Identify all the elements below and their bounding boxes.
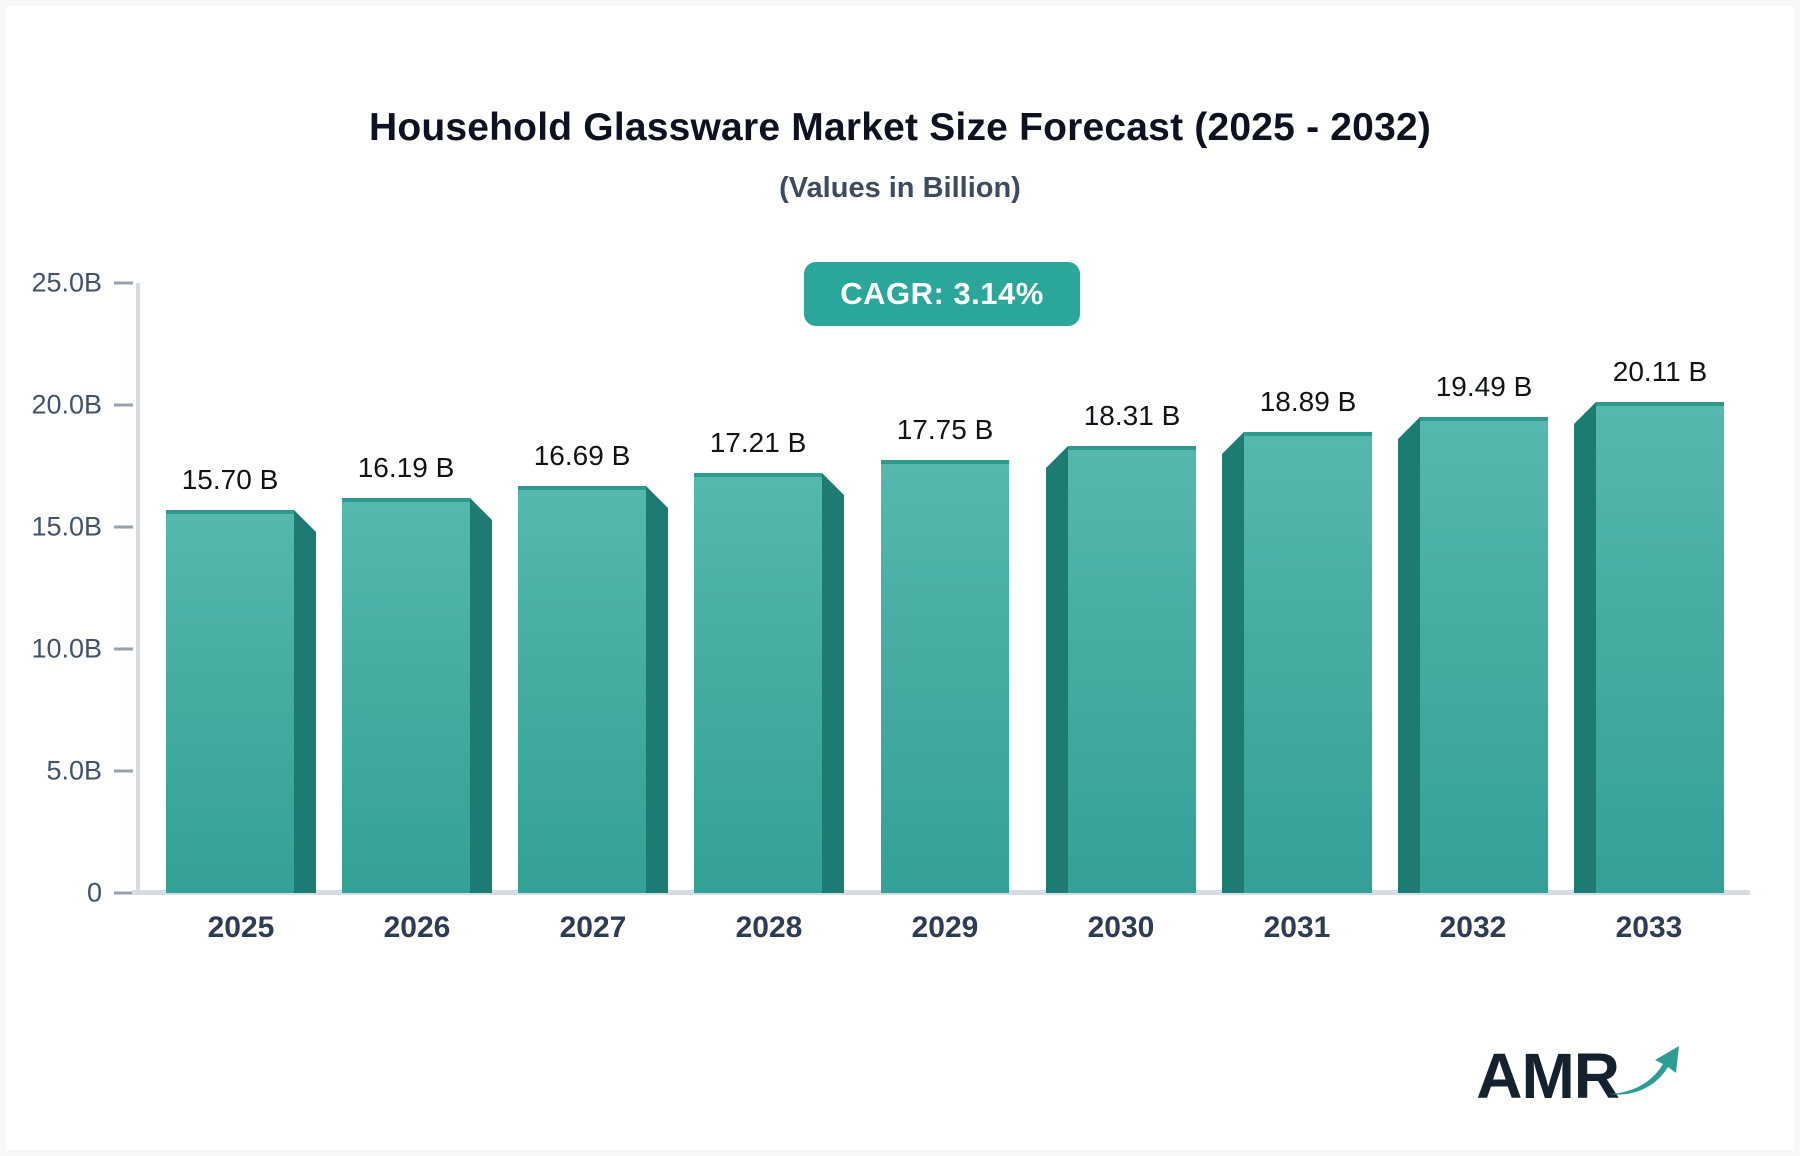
- bar-slot-2032: 19.49 B: [1398, 283, 1548, 893]
- bar-slot-2028: 17.21 B: [694, 283, 844, 893]
- bar-value-label: 17.21 B: [709, 427, 807, 458]
- chart-subtitle: (Values in Billion): [779, 172, 1021, 204]
- bar-side-face: [470, 498, 492, 893]
- bar-side-face: [646, 486, 668, 893]
- chart-canvas: Household Glassware Market Size Forecast…: [6, 6, 1794, 1150]
- bar-2026: [342, 498, 492, 893]
- trend-up-arrow-icon: [1609, 1046, 1679, 1095]
- bar-side-face: [1398, 417, 1420, 893]
- x-axis-label-2031: 2031: [1263, 911, 1331, 944]
- bar-value-label: 16.69 B: [533, 440, 631, 471]
- x-axis-label-2027: 2027: [559, 911, 627, 944]
- bar-slot-2027: 16.69 B: [518, 283, 668, 893]
- bar-value-label: 15.70 B: [181, 464, 279, 495]
- bar-side-face: [1222, 432, 1244, 893]
- y-tick-mark: [114, 769, 133, 773]
- x-axis-label-2026: 2026: [383, 911, 451, 944]
- bar-2031: [1222, 432, 1372, 893]
- bar-slot-2025: 15.70 B: [166, 283, 316, 893]
- bar-slot-2029: 17.75 B: [870, 283, 1020, 893]
- y-tick-mark: [114, 403, 133, 407]
- bar-value-label: 18.31 B: [1083, 400, 1181, 431]
- amr-logo: AMR: [1476, 1044, 1689, 1108]
- bar-front-face: [1420, 417, 1548, 893]
- x-axis-label-2030: 2030: [1087, 911, 1155, 944]
- bar-front-face: [1244, 432, 1372, 893]
- bar-front-face: [694, 473, 822, 893]
- bar-value-label: 16.19 B: [357, 452, 455, 483]
- bar-2029: [870, 460, 1020, 893]
- cagr-badge: CAGR: 3.14%: [804, 262, 1080, 326]
- y-axis-line: [136, 283, 140, 895]
- bar-slot-2026: 16.19 B: [342, 283, 492, 893]
- y-tick-label: 20.0B: [31, 389, 102, 420]
- cagr-badge-row: CAGR: 3.14%: [136, 262, 1748, 326]
- bar-side-face: [294, 510, 316, 893]
- bar-2030: [1046, 446, 1196, 893]
- bar-side-face: [822, 473, 844, 893]
- bar-slot-2033: 20.11 B: [1574, 283, 1724, 893]
- y-tick-label: 10.0B: [31, 633, 102, 664]
- bar-front-face: [1596, 402, 1724, 893]
- bar-side-face: [1046, 446, 1068, 893]
- x-axis-labels: 2025 2026 2027 2028 2029 2030 2031 2032 2033: [136, 911, 1748, 945]
- y-tick-label: 0: [86, 877, 102, 908]
- bar-value-label: 20.11 B: [1612, 356, 1708, 387]
- y-tick-mark: [114, 891, 133, 895]
- y-tick-label: 15.0B: [31, 511, 102, 542]
- y-tick-20.0B: 20.0B: [6, 390, 133, 421]
- y-tick-label: 5.0B: [46, 755, 102, 786]
- chart-header: Household Glassware Market Size Forecast…: [6, 106, 1794, 205]
- bar-front-face: [1068, 446, 1196, 893]
- y-tick-15.0B: 15.0B: [6, 512, 133, 543]
- chart-title: Household Glassware Market Size Forecast…: [368, 106, 1432, 149]
- bar-2025: [166, 510, 316, 893]
- x-axis-label-2028: 2028: [735, 911, 803, 944]
- bar-value-label: 17.75 B: [896, 414, 994, 445]
- y-tick-10.0B: 10.0B: [6, 634, 133, 665]
- bar-side-face: [1574, 402, 1596, 893]
- bar-plot-area: 15.70 B 16.19 B 16.69 B 17.21 B 17.75 B 18.31…: [136, 283, 1748, 893]
- bar-2032: [1398, 417, 1548, 893]
- bar-2028: [694, 473, 844, 893]
- y-tick-mark: [114, 525, 133, 529]
- y-tick-5.0B: 5.0B: [6, 756, 133, 787]
- x-axis-label-2029: 2029: [911, 911, 979, 944]
- bar-front-face: [518, 486, 646, 893]
- x-axis-label-2032: 2032: [1439, 911, 1507, 944]
- bar-value-label: 18.89 B: [1259, 386, 1357, 417]
- x-axis-label-2025: 2025: [207, 911, 275, 944]
- y-tick-25.0B: 25.0B: [6, 268, 133, 299]
- bar-front-face: [881, 460, 1009, 893]
- bar-front-face: [342, 498, 470, 893]
- y-tick-label: 25.0B: [31, 267, 102, 298]
- y-tick-0: 0: [6, 878, 133, 909]
- bar-slot-2031: 18.89 B: [1222, 283, 1372, 893]
- bar-2027: [518, 486, 668, 893]
- bar-slot-2030: 18.31 B: [1046, 283, 1196, 893]
- bar-front-face: [166, 510, 294, 893]
- x-axis-label-2033: 2033: [1615, 911, 1683, 944]
- amr-logo-text: AMR: [1476, 1040, 1620, 1112]
- bar-2033: [1574, 402, 1724, 893]
- bar-value-label: 19.49 B: [1435, 371, 1533, 402]
- y-tick-mark: [114, 647, 133, 651]
- y-tick-mark: [114, 281, 133, 285]
